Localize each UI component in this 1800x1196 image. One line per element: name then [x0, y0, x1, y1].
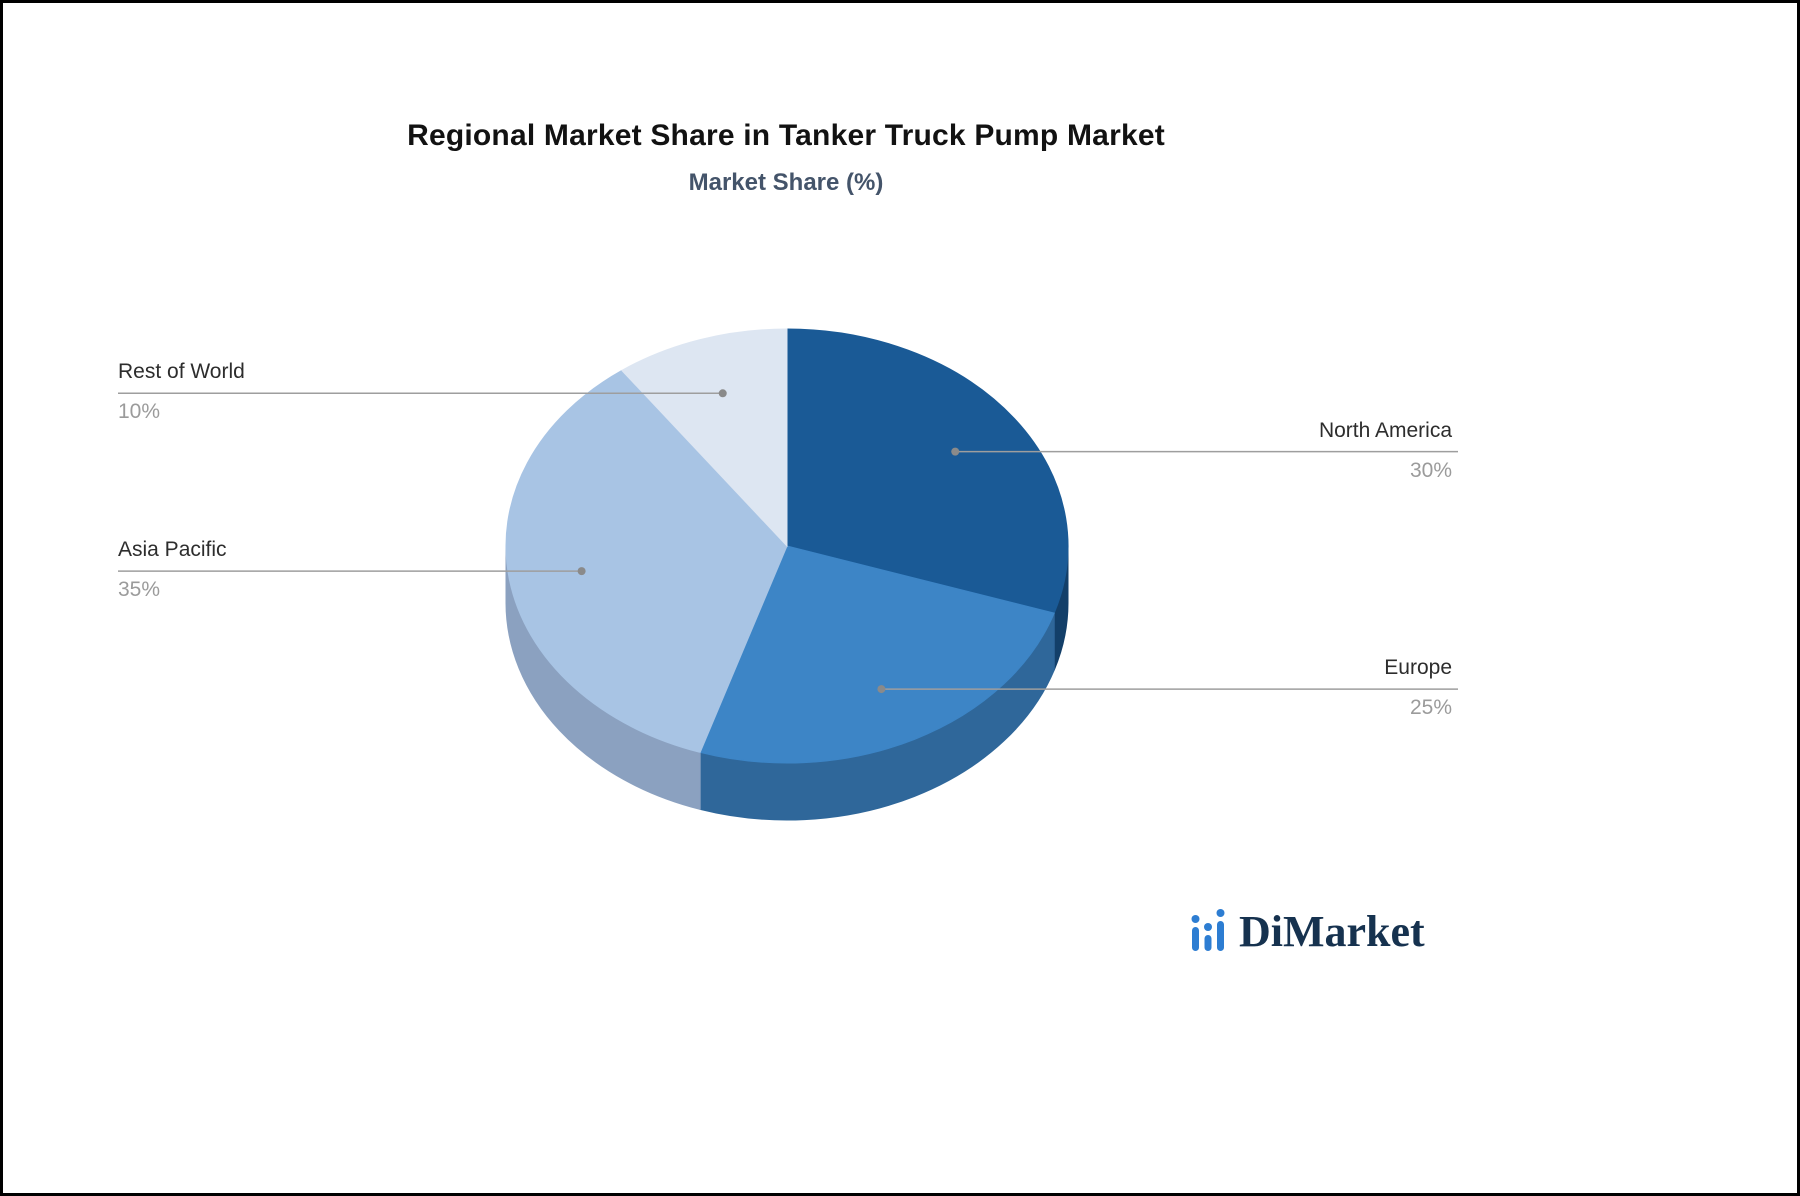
brand-logo: DiMarket	[1189, 907, 1425, 957]
pie-slice-asia-pacific	[505, 369, 788, 753]
chart-title: Regional Market Share in Tanker Truck Pu…	[407, 119, 1165, 152]
chart-subtitle: Market Share (%)	[688, 169, 884, 196]
pie-slice-rest-of-world	[621, 328, 788, 548]
logo-text: DiMarket	[1239, 907, 1425, 956]
callout-dot-north-america	[951, 447, 960, 456]
callout-dot-europe	[877, 685, 886, 694]
pie-slice-europe	[699, 545, 1055, 764]
pie-chart	[118, 328, 1458, 821]
callout-dot-rest-of-world	[718, 389, 727, 398]
logo-chart-icon	[1191, 909, 1225, 951]
pie-slice-north-america	[786, 328, 1069, 614]
callout-dot-asia-pacific	[577, 567, 586, 576]
